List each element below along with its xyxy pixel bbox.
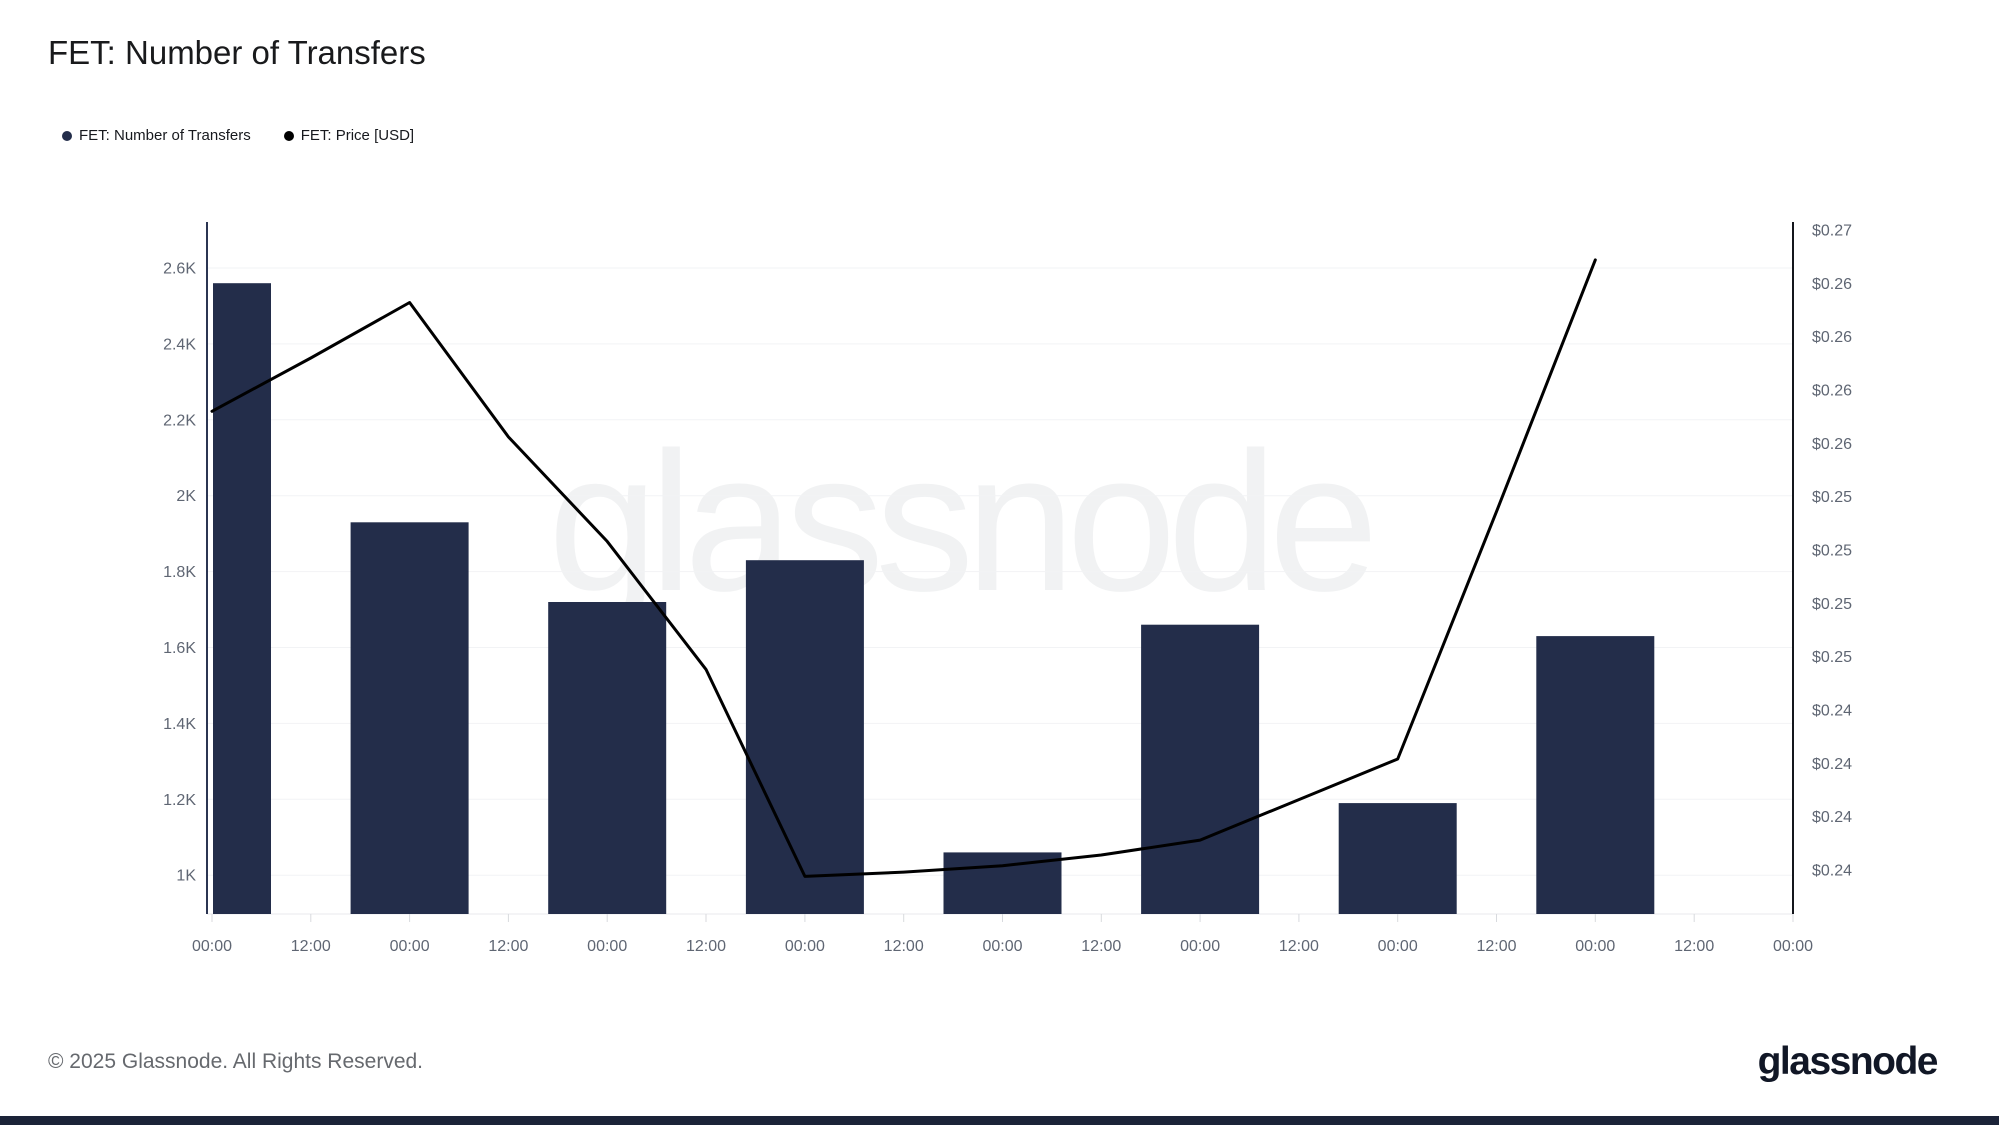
copyright-text: © 2025 Glassnode. All Rights Reserved. xyxy=(48,1050,424,1073)
page-title: FET: Number of Transfers xyxy=(48,34,426,71)
x-axis-label: 00:00 xyxy=(192,938,232,955)
right-axis-label: $0.26 xyxy=(1812,276,1852,293)
bottom-accent-bar xyxy=(0,1116,1999,1125)
legend-item-transfers[interactable]: FET: Number of Transfers xyxy=(62,127,251,144)
right-axis-label: $0.24 xyxy=(1812,703,1852,720)
x-axis-label: 00:00 xyxy=(1773,938,1813,955)
left-axis-label: 2K xyxy=(176,488,196,505)
x-axis-label: 12:00 xyxy=(291,938,331,955)
left-axis-label: 1.6K xyxy=(163,640,196,657)
x-axis-label: 12:00 xyxy=(686,938,726,955)
legend-dot-price-icon xyxy=(283,130,294,141)
right-axis-label: $0.26 xyxy=(1812,383,1852,400)
transfers-bar[interactable] xyxy=(548,602,667,914)
x-axis-label: 12:00 xyxy=(1279,938,1319,955)
right-axis-label: $0.24 xyxy=(1812,756,1852,773)
glassnode-logo: glassnode xyxy=(1757,1040,1939,1083)
right-axis-label: $0.25 xyxy=(1812,543,1852,560)
x-axis-label: 12:00 xyxy=(1476,938,1516,955)
right-axis-label: $0.27 xyxy=(1812,223,1852,240)
left-axis-label: 2.2K xyxy=(163,412,196,429)
x-axis-label: 12:00 xyxy=(1674,938,1714,955)
legend-item-price[interactable]: FET: Price [USD] xyxy=(283,127,415,144)
x-axis-label: 12:00 xyxy=(884,938,924,955)
left-axis-label: 2.4K xyxy=(163,336,196,353)
x-axis-label: 00:00 xyxy=(982,938,1022,955)
transfers-bar[interactable] xyxy=(745,560,864,914)
x-axis-label: 12:00 xyxy=(1081,938,1121,955)
price-line[interactable] xyxy=(210,258,1597,878)
right-axis-label: $0.26 xyxy=(1812,329,1852,346)
left-axis-label: 1K xyxy=(176,868,196,885)
transfers-bar[interactable] xyxy=(1141,624,1260,914)
right-axis-label: $0.25 xyxy=(1812,649,1852,666)
right-axis-label: $0.24 xyxy=(1812,809,1852,826)
left-axis-label: 1.4K xyxy=(163,716,196,733)
right-axis-label: $0.26 xyxy=(1812,436,1852,453)
x-axis-label: 00:00 xyxy=(587,938,627,955)
transfers-bar[interactable] xyxy=(1338,803,1457,914)
right-axis-label: $0.24 xyxy=(1812,863,1852,880)
x-axis-label: 12:00 xyxy=(488,938,528,955)
left-axis-label: 1.2K xyxy=(163,792,196,809)
legend-label-transfers: FET: Number of Transfers xyxy=(79,127,251,144)
x-axis-label: 00:00 xyxy=(1575,938,1615,955)
left-axis-label: 2.6K xyxy=(163,261,196,278)
x-axis-label: 00:00 xyxy=(390,938,430,955)
x-axis-label: 00:00 xyxy=(1180,938,1220,955)
x-axis-label: 00:00 xyxy=(785,938,825,955)
legend-dot-transfers-icon xyxy=(62,130,72,141)
left-axis-label: 1.8K xyxy=(163,564,196,581)
right-axis-label: $0.25 xyxy=(1812,489,1852,506)
transfers-bar[interactable] xyxy=(213,283,271,914)
legend-label-price: FET: Price [USD] xyxy=(300,127,415,144)
x-axis-label: 00:00 xyxy=(1378,938,1418,955)
right-axis-label: $0.25 xyxy=(1812,596,1852,613)
transfers-bar[interactable] xyxy=(350,522,469,914)
transfers-bar[interactable] xyxy=(1536,636,1655,914)
chart-legend: FET: Number of Transfers FET: Price [USD… xyxy=(62,127,447,144)
